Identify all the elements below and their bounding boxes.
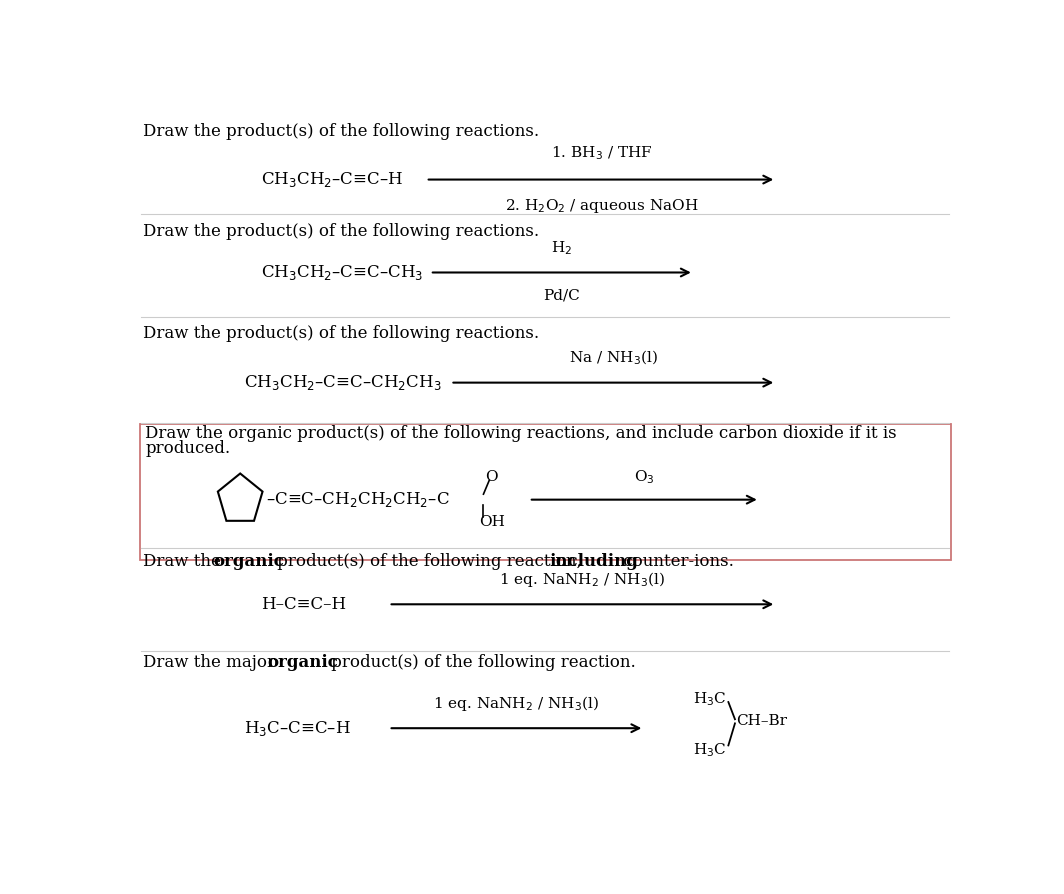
Text: H$_2$: H$_2$ bbox=[551, 239, 572, 257]
Text: H$_3$C–C≡C–H: H$_3$C–C≡C–H bbox=[245, 719, 351, 738]
Text: product(s) of the following reaction.: product(s) of the following reaction. bbox=[326, 654, 635, 671]
Text: organic: organic bbox=[214, 553, 285, 570]
Text: 1 eq. NaNH$_2$ $\mathregular{/}$ NH$_3$(l): 1 eq. NaNH$_2$ $\mathregular{/}$ NH$_3$(… bbox=[433, 694, 599, 713]
Text: Draw the product(s) of the following reactions.: Draw the product(s) of the following rea… bbox=[143, 325, 539, 342]
Text: H–C≡C–H: H–C≡C–H bbox=[261, 595, 346, 612]
Text: Draw the product(s) of the following reactions.: Draw the product(s) of the following rea… bbox=[143, 223, 539, 240]
Text: OH: OH bbox=[479, 515, 505, 529]
Text: organic: organic bbox=[267, 654, 338, 671]
Text: Draw the: Draw the bbox=[143, 553, 226, 570]
Text: 2. H$_2$O$_2$ / aqueous NaOH: 2. H$_2$O$_2$ / aqueous NaOH bbox=[504, 197, 698, 215]
Text: product(s) of the following reaction,: product(s) of the following reaction, bbox=[272, 553, 587, 570]
Text: 1 eq. NaNH$_2$ $\mathregular{/}$ NH$_3$(l): 1 eq. NaNH$_2$ $\mathregular{/}$ NH$_3$(… bbox=[499, 570, 665, 589]
Text: H$_3$C: H$_3$C bbox=[694, 741, 727, 759]
Text: including: including bbox=[549, 553, 638, 570]
Text: CH$_3$CH$_2$–C≡C–CH$_3$: CH$_3$CH$_2$–C≡C–CH$_3$ bbox=[261, 263, 423, 282]
FancyBboxPatch shape bbox=[139, 424, 951, 561]
Text: –C≡C–CH$_2$CH$_2$CH$_2$–C: –C≡C–CH$_2$CH$_2$CH$_2$–C bbox=[266, 490, 450, 510]
Text: CH$_3$CH$_2$–C≡C–H: CH$_3$CH$_2$–C≡C–H bbox=[261, 170, 403, 189]
Text: 1. BH$_3$ / THF: 1. BH$_3$ / THF bbox=[551, 145, 652, 163]
Text: CH–Br: CH–Br bbox=[736, 714, 787, 729]
Text: H$_3$C: H$_3$C bbox=[694, 690, 727, 708]
Text: Draw the organic product(s) of the following reactions, and include carbon dioxi: Draw the organic product(s) of the follo… bbox=[146, 425, 897, 442]
Text: O$_3$: O$_3$ bbox=[634, 468, 654, 486]
Text: CH$_3$CH$_2$–C≡C–CH$_2$CH$_3$: CH$_3$CH$_2$–C≡C–CH$_2$CH$_3$ bbox=[245, 373, 442, 392]
Text: Na / NH$_3$(l): Na / NH$_3$(l) bbox=[569, 349, 659, 367]
Text: Draw the product(s) of the following reactions.: Draw the product(s) of the following rea… bbox=[143, 122, 539, 139]
Text: Draw the major: Draw the major bbox=[143, 654, 280, 671]
Text: counter-ions.: counter-ions. bbox=[618, 553, 734, 570]
Text: Pd/C: Pd/C bbox=[544, 289, 580, 302]
Text: produced.: produced. bbox=[146, 440, 231, 457]
Text: O: O bbox=[485, 470, 498, 484]
